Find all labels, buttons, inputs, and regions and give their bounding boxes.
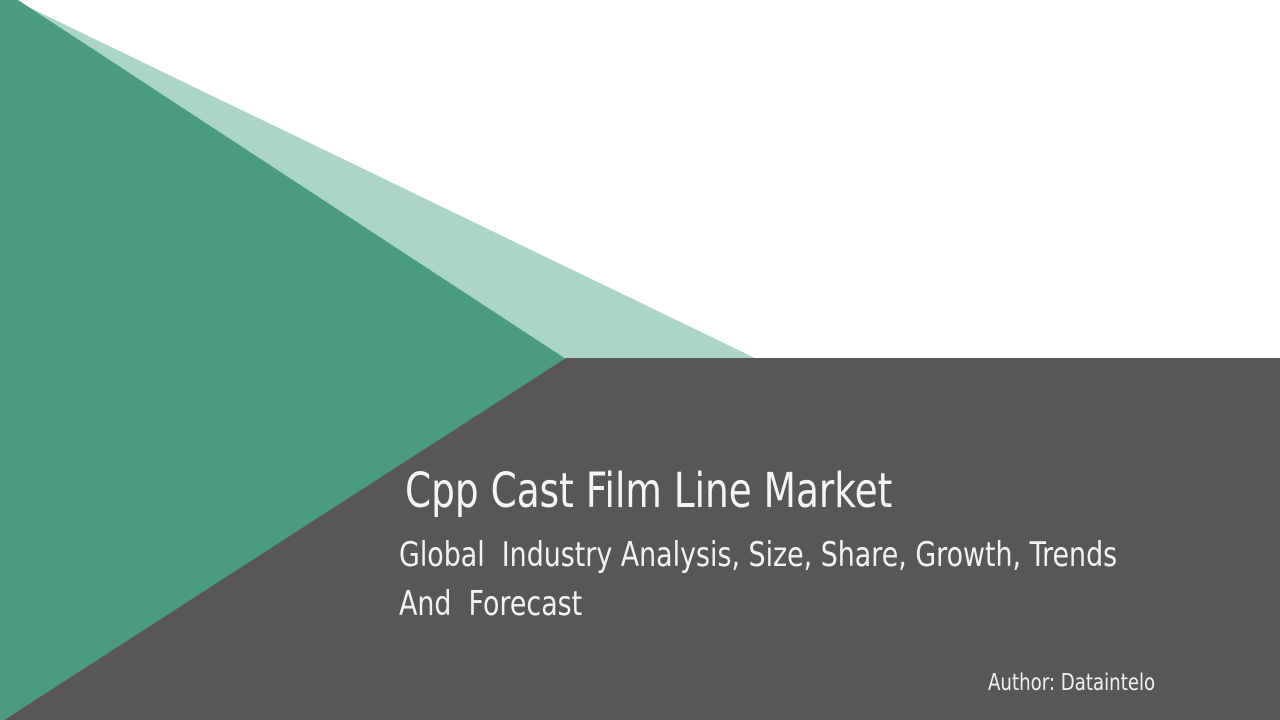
footer-panel-shape [4,358,1280,720]
report-title: Cpp Cast Film Line Market [405,463,893,519]
author-credit: Author: Dataintelo [988,670,1156,696]
report-subtitle: Global Industry Analysis, Size, Share, G… [399,535,1118,624]
teal-triangle-shape [0,0,566,720]
